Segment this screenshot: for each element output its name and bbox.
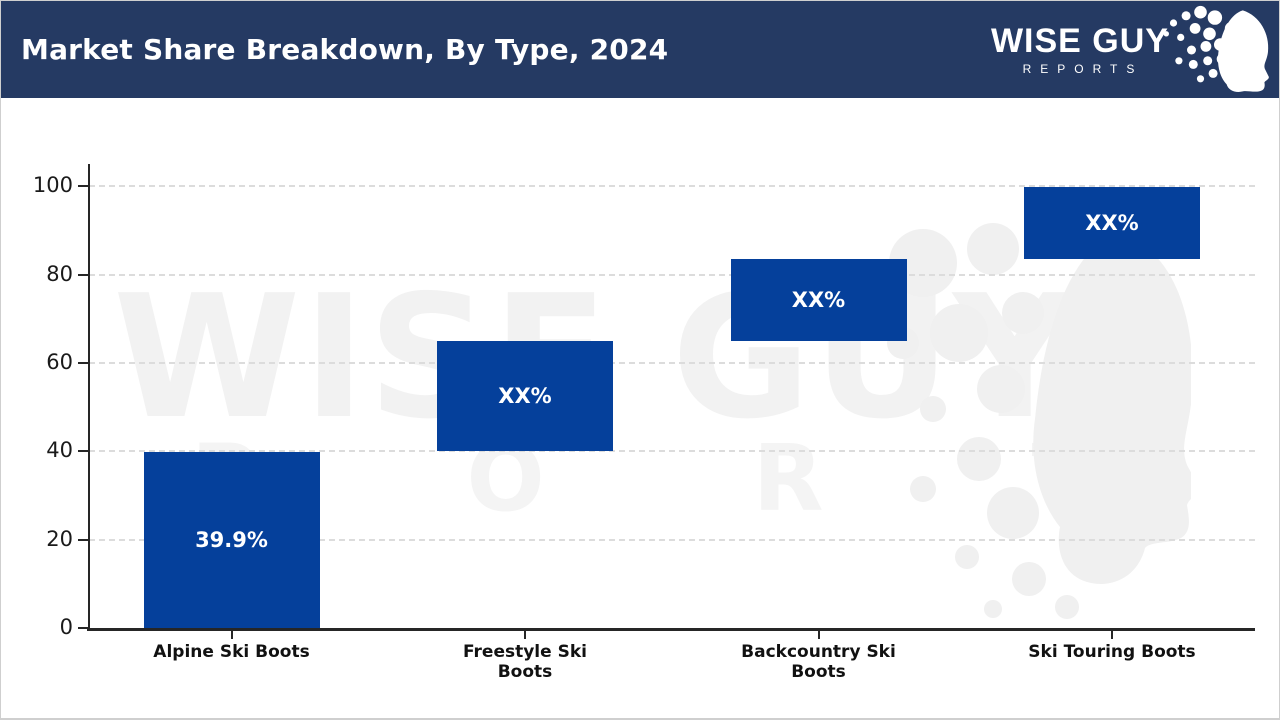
x-tick-mark-ski-touring-boots [1111, 631, 1113, 639]
y-axis-line [88, 164, 90, 630]
header: Market Share Breakdown, By Type, 2024 WI… [1, 1, 1279, 98]
x-category-label-freestyle-ski-boots: Freestyle Ski Boots [463, 642, 587, 683]
gridline-60 [89, 362, 1255, 365]
x-tick-mark-alpine-ski-boots [230, 631, 233, 639]
x-tick-mark-backcountry-ski-boots [817, 631, 820, 639]
y-tick-label-40: 40 [46, 438, 73, 463]
y-tick-mark-60 [78, 362, 89, 365]
bar-ski-touring-boots: XX% [1024, 187, 1200, 260]
bar-value-label-backcountry-ski-boots: XX% [791, 288, 846, 313]
y-tick-mark-20 [78, 538, 89, 541]
x-category-label-backcountry-ski-boots: Backcountry Ski Boots [741, 642, 896, 683]
page-title: Market Share Breakdown, By Type, 2024 [21, 33, 669, 66]
gridline-100 [89, 185, 1255, 188]
bar-backcountry-ski-boots: XX% [730, 259, 907, 341]
gridline-80 [89, 273, 1255, 276]
y-tick-mark-80 [78, 273, 89, 276]
y-tick-mark-100 [78, 185, 89, 188]
x-tick-mark-freestyle-ski-boots [524, 631, 526, 639]
logo-line1: WISE GUY [990, 22, 1169, 60]
bar-freestyle-ski-boots: XX% [437, 340, 613, 452]
x-axis-line [87, 628, 1255, 631]
y-tick-label-60: 60 [46, 350, 73, 375]
x-category-label-alpine-ski-boots: Alpine Ski Boots [153, 642, 310, 662]
bar-alpine-ski-boots: 39.9% [143, 451, 320, 628]
y-tick-mark-0 [78, 627, 89, 629]
y-tick-label-0: 0 [59, 615, 73, 639]
wiseguy-logo-text: WISE GUY REPORTS [991, 24, 1169, 76]
gridline-20 [89, 538, 1255, 541]
wiseguy-logo: WISE GUY REPORTS [991, 5, 1273, 95]
wiseguy-face-icon [1163, 5, 1269, 92]
y-tick-label-80: 80 [46, 261, 73, 286]
watermark-face-icon [887, 219, 1191, 619]
bar-value-label-freestyle-ski-boots: XX% [498, 384, 552, 409]
gridline-40 [89, 450, 1255, 453]
bar-value-label-ski-touring-boots: XX% [1085, 211, 1139, 236]
logo-line2: REPORTS [1022, 62, 1144, 76]
y-tick-mark-40 [78, 450, 89, 453]
y-tick-label-20: 20 [46, 526, 73, 551]
y-tick-label-100: 100 [32, 173, 73, 198]
bar-value-label-alpine-ski-boots: 39.9% [195, 527, 268, 552]
x-category-label-ski-touring-boots: Ski Touring Boots [1028, 642, 1196, 662]
